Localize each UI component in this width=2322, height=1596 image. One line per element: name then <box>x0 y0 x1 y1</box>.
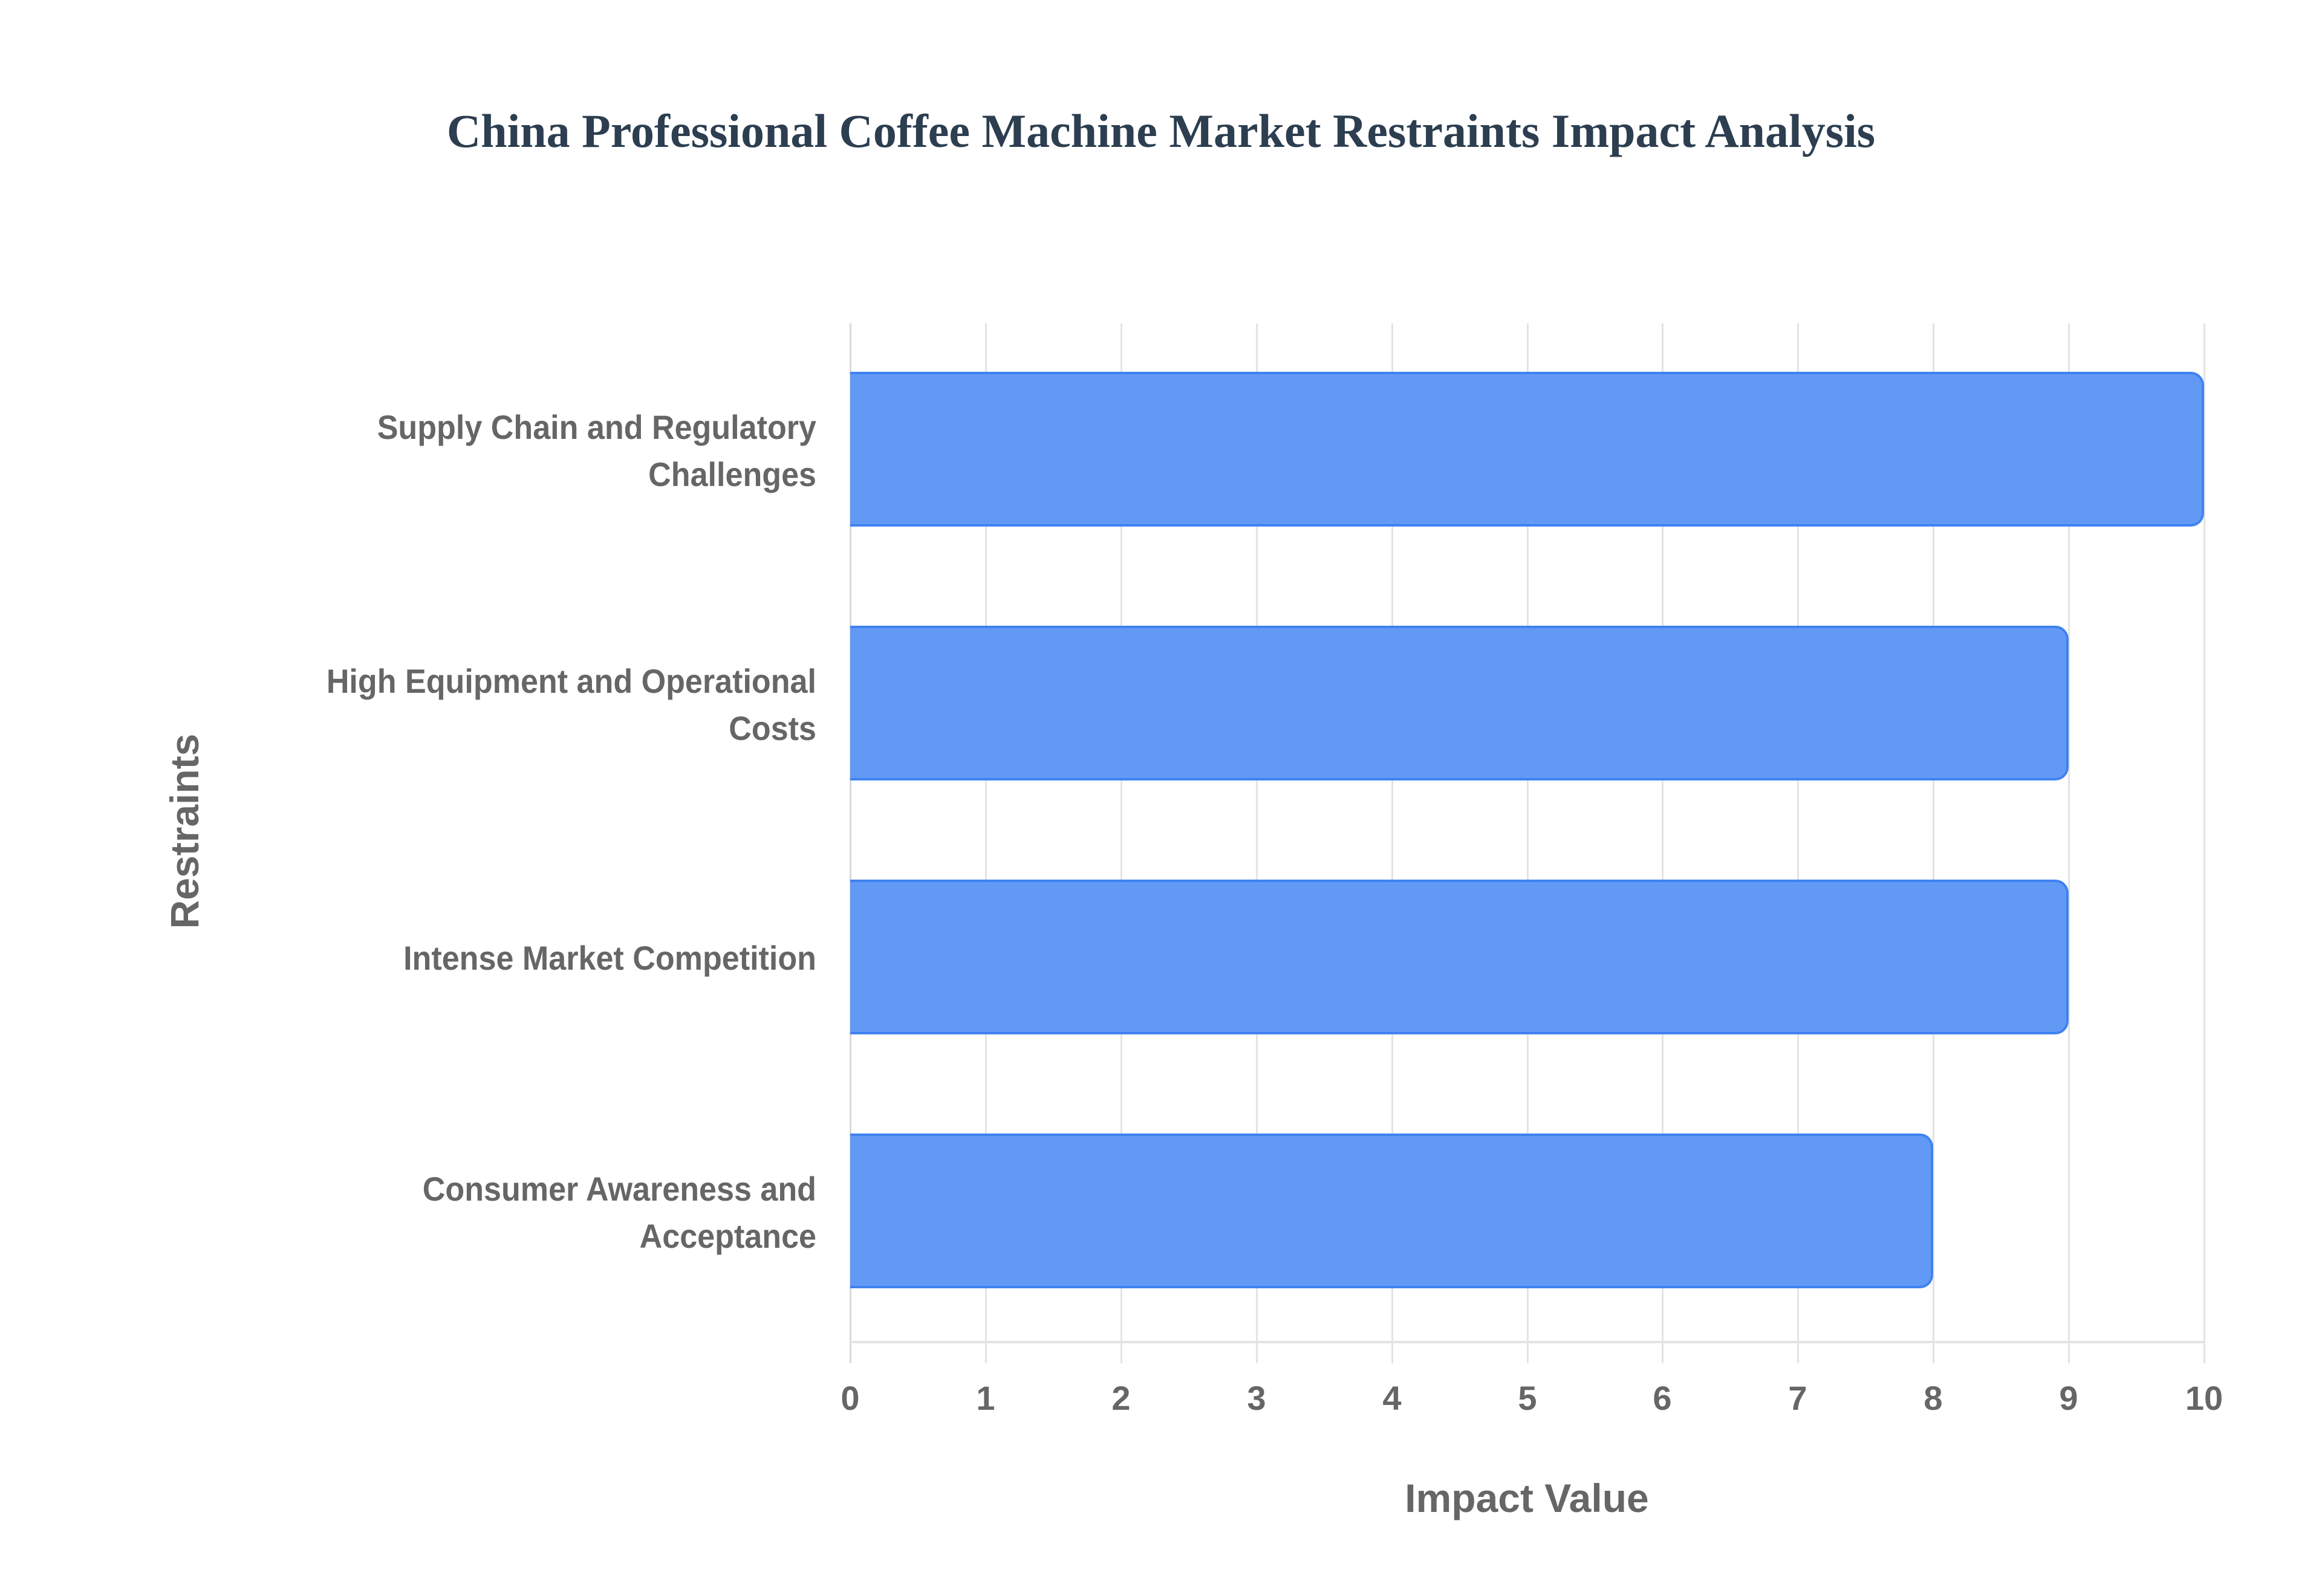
gridline <box>1933 323 1935 1363</box>
bar-supply-chain[interactable] <box>850 372 2204 527</box>
x-tick-label: 8 <box>1924 1379 1943 1417</box>
label-line: Costs <box>729 709 816 747</box>
bar-consumer-awareness[interactable] <box>850 1134 1934 1288</box>
bar-market-competition[interactable] <box>850 880 2069 1034</box>
gridline <box>1662 323 1664 1363</box>
x-tick-label: 1 <box>976 1379 995 1417</box>
y-axis-title: Restraints <box>162 733 207 929</box>
label-line: Acceptance <box>639 1217 816 1255</box>
plot-area <box>850 323 2205 1363</box>
x-tick-label: 10 <box>2185 1379 2223 1417</box>
x-tick-label: 3 <box>1247 1379 1266 1417</box>
y-category-label: High Equipment and Operational Costs <box>310 658 816 752</box>
label-line: Consumer Awareness and <box>422 1170 816 1208</box>
gridline <box>2203 323 2205 1363</box>
x-tick-label: 7 <box>1788 1379 1807 1417</box>
x-axis-title: Impact Value <box>1405 1476 1649 1520</box>
x-tick-label: 0 <box>841 1379 860 1417</box>
y-category-label: Intense Market Competition <box>310 935 816 982</box>
x-tick-label: 9 <box>2059 1379 2078 1417</box>
x-tick-label: 6 <box>1653 1379 1672 1417</box>
gridline <box>1255 323 1258 1363</box>
gridline <box>1526 323 1529 1363</box>
gridline <box>1391 323 1393 1363</box>
gridline <box>1797 323 1800 1363</box>
label-line: High Equipment and Operational <box>326 662 816 700</box>
y-category-label: Consumer Awareness and Acceptance <box>310 1166 816 1260</box>
label-line: Challenges <box>648 455 816 493</box>
gridline <box>1120 323 1122 1363</box>
gridline <box>2068 323 2070 1363</box>
label-line: Supply Chain and Regulatory <box>377 408 816 446</box>
gridline <box>850 323 851 1363</box>
x-tick-label: 4 <box>1382 1379 1402 1417</box>
gridline <box>984 323 987 1363</box>
label-line: Intense Market Competition <box>403 939 816 977</box>
bar-equipment-costs[interactable] <box>850 626 2069 780</box>
y-category-label: Supply Chain and Regulatory Challenges <box>310 404 816 498</box>
chart-title: China Professional Coffee Machine Market… <box>446 105 1876 157</box>
x-axis-line <box>850 1341 2204 1343</box>
x-tick-label: 5 <box>1518 1379 1537 1417</box>
x-tick-label: 2 <box>1111 1379 1131 1417</box>
